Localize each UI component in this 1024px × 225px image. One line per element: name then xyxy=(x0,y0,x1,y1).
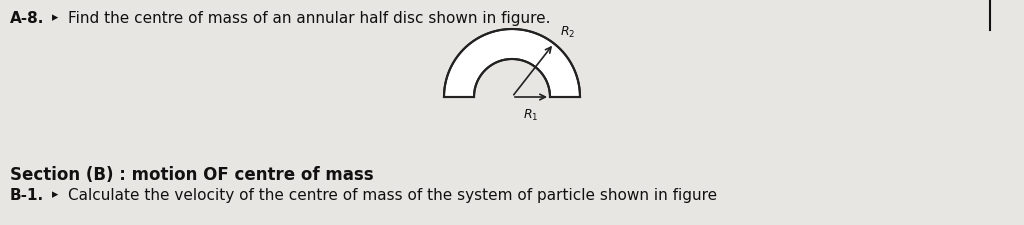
Text: Calculate the velocity of the centre of mass of the system of particle shown in : Calculate the velocity of the centre of … xyxy=(68,187,717,202)
Text: $R_1$: $R_1$ xyxy=(523,108,539,123)
Text: Find the centre of mass of an annular half disc shown in figure.: Find the centre of mass of an annular ha… xyxy=(68,11,551,26)
Text: B-1.: B-1. xyxy=(10,187,44,202)
Text: ▸: ▸ xyxy=(52,187,58,200)
Text: $R_2$: $R_2$ xyxy=(560,25,575,40)
Polygon shape xyxy=(444,30,580,98)
Text: Section (B) : motion OF centre of mass: Section (B) : motion OF centre of mass xyxy=(10,165,374,183)
Text: A-8.: A-8. xyxy=(10,11,44,26)
Text: ▸: ▸ xyxy=(52,11,58,24)
